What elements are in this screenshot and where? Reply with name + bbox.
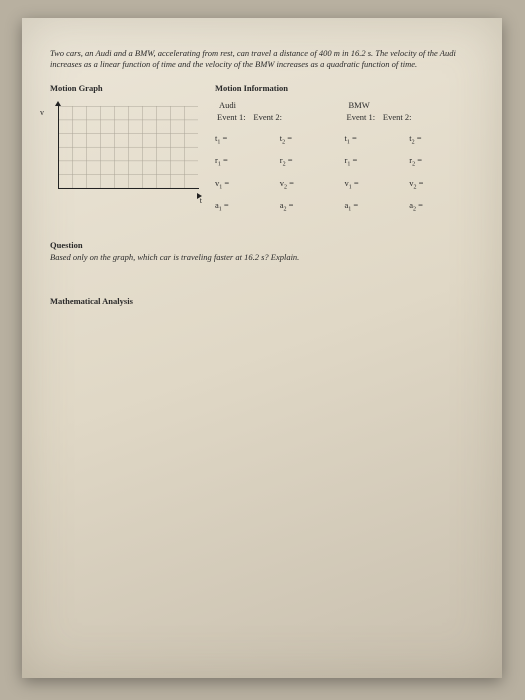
x-axis-label: t	[200, 196, 202, 206]
car-header-row: Audi Event 1: Event 2: BMW Event 1: Even…	[215, 100, 474, 123]
motion-info-heading: Motion Information	[215, 83, 288, 94]
content-row: v t Audi Event 1: Event 2: BMW	[50, 100, 474, 222]
y-axis-arrow-icon	[55, 101, 61, 106]
audi-v1: v1 =	[215, 178, 280, 192]
a-row: a1 = a2 = a1 = a2 =	[215, 200, 474, 214]
audi-a2: a2 =	[280, 200, 345, 214]
bmw-event2: Event 2:	[381, 111, 417, 124]
bmw-r1: r1 =	[345, 155, 410, 169]
graph-column: v t	[50, 100, 215, 222]
audi-a1: a1 =	[215, 200, 280, 214]
audi-v2: v2 =	[280, 178, 345, 192]
bmw-v2: v2 =	[409, 178, 474, 192]
bmw-v1: v1 =	[345, 178, 410, 192]
audi-t1: t1 =	[215, 133, 280, 147]
audi-event2: Event 2:	[251, 111, 287, 124]
problem-statement: Two cars, an Audi and a BMW, acceleratin…	[50, 48, 474, 69]
math-analysis-heading: Mathematical Analysis	[50, 296, 474, 307]
audi-r2: r2 =	[280, 155, 345, 169]
v-row: v1 = v2 = v1 = v2 =	[215, 178, 474, 192]
bmw-a1: a1 =	[345, 200, 410, 214]
audi-event1: Event 1:	[215, 111, 251, 124]
section-headers-row: Motion Graph Motion Information	[50, 83, 474, 94]
question-text: Based only on the graph, which car is tr…	[50, 252, 474, 263]
info-column: Audi Event 1: Event 2: BMW Event 1: Even…	[215, 100, 474, 222]
audi-label: Audi	[219, 100, 345, 111]
velocity-time-graph: v t	[50, 106, 200, 196]
worksheet-page: Two cars, an Audi and a BMW, acceleratin…	[22, 18, 502, 678]
bmw-t1: t1 =	[345, 133, 410, 147]
motion-graph-heading: Motion Graph	[50, 83, 215, 94]
variable-grid: t1 = t2 = t1 = t2 = r1 = r2 = r1 = r2 = …	[215, 133, 474, 214]
bmw-label: BMW	[349, 100, 475, 111]
bmw-event1: Event 1:	[345, 111, 381, 124]
bmw-block: BMW Event 1: Event 2:	[345, 100, 475, 123]
bmw-t2: t2 =	[409, 133, 474, 147]
audi-r1: r1 =	[215, 155, 280, 169]
question-heading: Question	[50, 240, 474, 251]
bmw-r2: r2 =	[409, 155, 474, 169]
graph-axes	[58, 106, 199, 189]
bmw-a2: a2 =	[409, 200, 474, 214]
audi-t2: t2 =	[280, 133, 345, 147]
r-row: r1 = r2 = r1 = r2 =	[215, 155, 474, 169]
t-row: t1 = t2 = t1 = t2 =	[215, 133, 474, 147]
y-axis-label: v	[40, 108, 44, 118]
audi-block: Audi Event 1: Event 2:	[215, 100, 345, 123]
